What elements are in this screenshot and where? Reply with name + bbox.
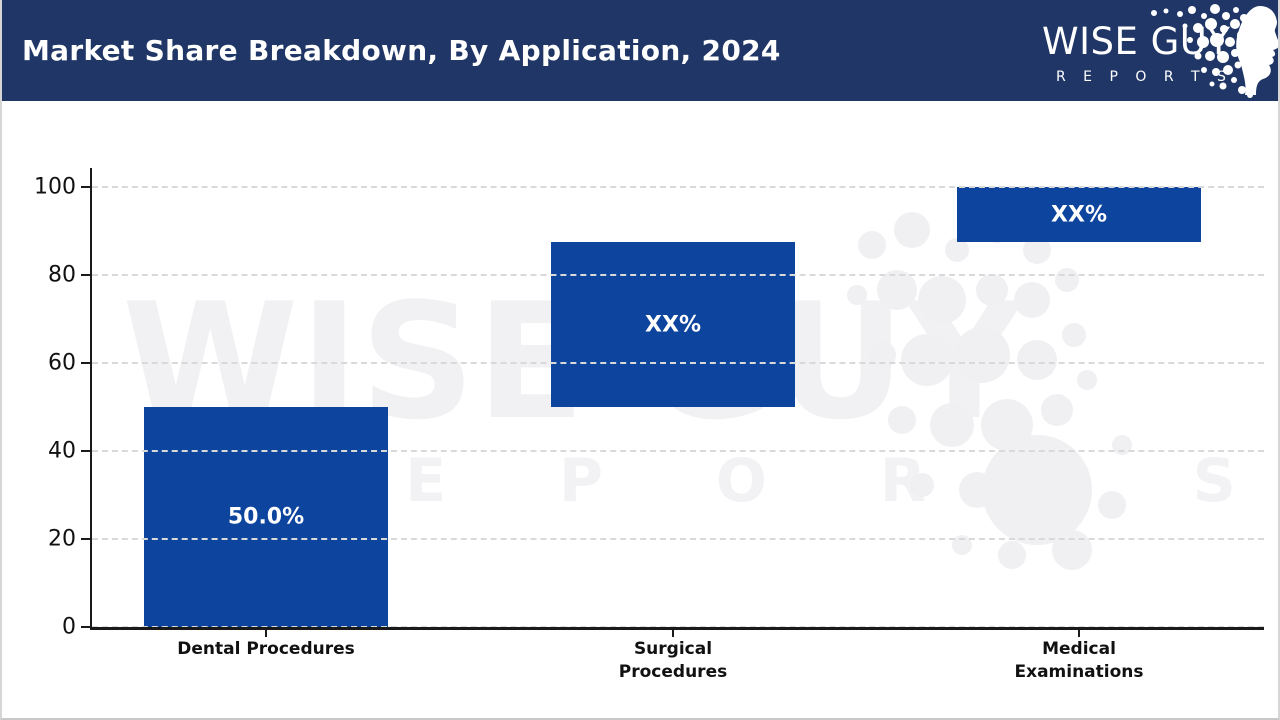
x-axis-category-label: Medical Examinations xyxy=(1014,639,1144,682)
y-axis-line xyxy=(90,168,92,629)
bar-medical-examinations xyxy=(957,187,1201,242)
logo-reports-text: R E P O R T S xyxy=(1056,69,1232,85)
y-axis-tick-label: 40 xyxy=(48,438,76,464)
y-axis-tick xyxy=(81,362,90,364)
y-axis-tick-label: 100 xyxy=(34,174,76,200)
x-axis-category-label: Surgical Procedures xyxy=(618,639,728,682)
y-axis-tick xyxy=(81,274,90,276)
logo-face-silhouette-icon xyxy=(1236,6,1278,95)
x-axis-tick xyxy=(672,629,674,637)
x-axis-line xyxy=(90,627,1264,630)
bar-value-label: XX% xyxy=(645,312,701,337)
y-axis-tick-label: 20 xyxy=(48,526,76,552)
watermark-head-dots-icon xyxy=(847,211,1132,570)
gridline-y-40 xyxy=(92,450,1264,452)
y-axis-tick-label: 0 xyxy=(62,614,76,640)
gridline-y-100 xyxy=(92,186,1264,188)
bar-value-label: XX% xyxy=(1051,202,1107,227)
wiseguy-logo: WISE GUY R E P O R T S xyxy=(1042,4,1278,98)
y-axis-tick xyxy=(81,186,90,188)
y-axis-tick xyxy=(81,450,90,452)
gridline-y-80 xyxy=(92,274,1264,276)
gridline-y-60 xyxy=(92,362,1264,364)
wiseguy-logo-text: WISE GUY R E P O R T S xyxy=(1042,20,1232,85)
y-axis-tick xyxy=(81,538,90,540)
bar-dental-procedures xyxy=(144,407,388,627)
x-axis-tick xyxy=(265,629,267,637)
y-axis-tick-label: 80 xyxy=(48,262,76,288)
y-axis-tick xyxy=(81,626,90,628)
chart-title: Market Share Breakdown, By Application, … xyxy=(22,34,781,67)
bar-value-label: 50.0% xyxy=(227,504,305,530)
y-axis-tick-label: 60 xyxy=(48,350,76,376)
x-axis-tick xyxy=(1078,629,1080,637)
gridline-y-20 xyxy=(92,538,1264,540)
header-bar: Market Share Breakdown, By Application, … xyxy=(2,0,1278,101)
bar-surgical-procedures xyxy=(551,242,795,407)
x-axis-category-label: Dental Procedures xyxy=(177,639,355,659)
